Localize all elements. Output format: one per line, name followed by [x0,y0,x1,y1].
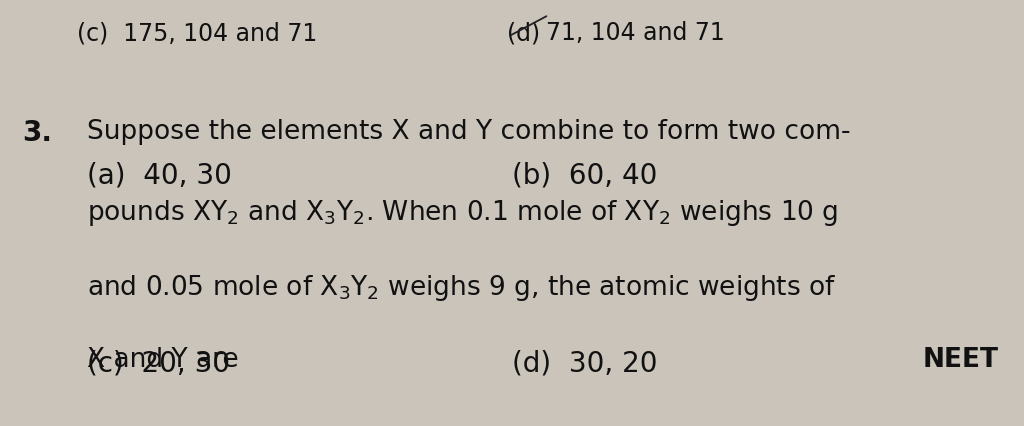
Text: pounds XY$_2$ and X$_3$Y$_2$. When 0.1 mole of XY$_2$ weighs 10 g: pounds XY$_2$ and X$_3$Y$_2$. When 0.1 m… [87,198,839,228]
Text: NEET: NEET [923,347,998,373]
Text: (d): (d) [507,21,540,45]
Text: (b)  60, 40: (b) 60, 40 [512,162,657,190]
Text: Suppose the elements X and Y combine to form two com-: Suppose the elements X and Y combine to … [87,119,851,145]
Text: X and Y are: X and Y are [87,347,239,373]
Text: (c)  20, 30: (c) 20, 30 [87,349,230,377]
Text: (a)  40, 30: (a) 40, 30 [87,162,231,190]
Text: and 0.05 mole of X$_3$Y$_2$ weighs 9 g, the atomic weights of: and 0.05 mole of X$_3$Y$_2$ weighs 9 g, … [87,273,837,302]
Text: (c)  175, 104 and 71: (c) 175, 104 and 71 [77,21,317,45]
Text: 71, 104 and 71: 71, 104 and 71 [546,21,725,45]
Text: (d)  30, 20: (d) 30, 20 [512,349,657,377]
Text: 3.: 3. [23,119,52,147]
